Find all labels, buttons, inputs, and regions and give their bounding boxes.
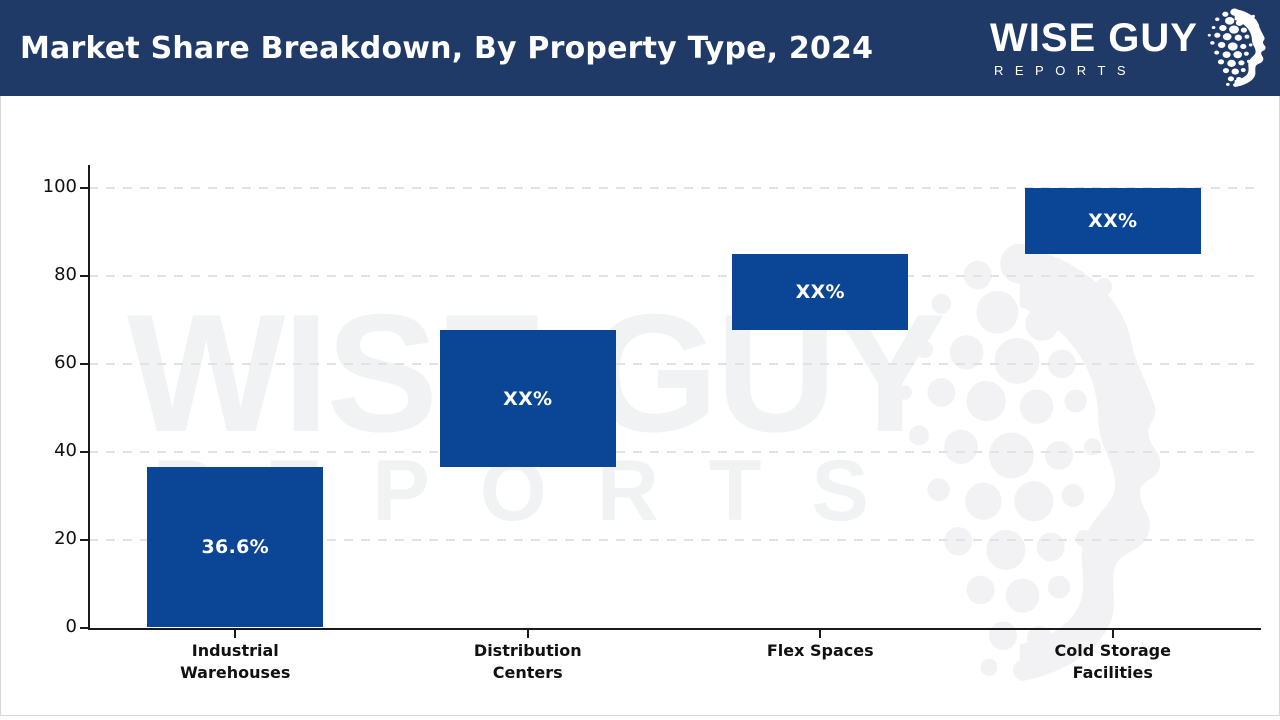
bar-label: XX% (795, 281, 845, 304)
category-label-line: Industrial (191, 641, 279, 660)
ytick-label: 20 (54, 527, 77, 549)
category-label-line: Centers (492, 662, 563, 682)
bar: XX% (1024, 188, 1201, 255)
xtick-mark (526, 630, 529, 638)
gridline (89, 450, 1259, 453)
ytick-label: 60 (54, 351, 77, 373)
bar-label: XX% (503, 387, 553, 410)
ytick-label: 100 (42, 176, 77, 197)
logo-head-icon (1207, 8, 1266, 87)
xtick-mark (234, 630, 237, 638)
ytick-mark (80, 274, 89, 277)
category-label: Cold Storage Facilities (993, 640, 1233, 683)
header: Market Share Breakdown, By Property Type… (0, 0, 1280, 96)
category-label: Flex Spaces (700, 640, 940, 662)
xtick-mark (1111, 630, 1114, 638)
gridline (89, 274, 1259, 277)
category-label: Industrial Warehouses (115, 640, 355, 683)
chart-region: WISE GUY REPORTS 0 20 40 60 80 100 36.6% Indust… (0, 96, 1280, 716)
plot-area: 0 20 40 60 80 100 36.6% Industrial Warehouses XX%… (1, 96, 1279, 715)
bar-label: 36.6% (201, 536, 269, 559)
gridline (89, 362, 1259, 365)
logo: WISE GUY REPORTS (990, 7, 1268, 89)
ytick-mark (80, 187, 89, 189)
logo-wordmark: WISE GUY (989, 16, 1198, 60)
ytick-label: 40 (54, 439, 77, 461)
category-label-line: Distribution (473, 641, 582, 660)
ytick-mark (80, 362, 89, 365)
ytick-mark (80, 450, 89, 453)
y-axis-spine (87, 165, 90, 630)
page-title: Market Share Breakdown, By Property Type… (20, 30, 874, 66)
category-label-line: Facilities (1072, 662, 1153, 682)
bar: XX% (439, 330, 616, 467)
bar-label: XX% (1088, 210, 1138, 233)
category-label-line: Flex Spaces (766, 641, 874, 660)
category-label: Distribution Centers (408, 640, 648, 683)
ytick-mark (80, 538, 89, 541)
category-label-line: Warehouses (180, 662, 291, 682)
gridline (89, 538, 1259, 541)
category-label-line: Cold Storage (1054, 641, 1171, 660)
ytick-label: 0 (65, 615, 77, 637)
ytick-label: 80 (54, 263, 77, 285)
x-axis-spine (87, 627, 1261, 630)
logo-text: WISE GUY REPORTS (990, 18, 1198, 78)
gridline (89, 187, 1259, 189)
ytick-mark (80, 626, 89, 629)
logo-subtitle: REPORTS (993, 63, 1138, 78)
xtick-mark (819, 630, 822, 638)
bar: 36.6% (147, 466, 324, 628)
bar: XX% (732, 254, 909, 331)
